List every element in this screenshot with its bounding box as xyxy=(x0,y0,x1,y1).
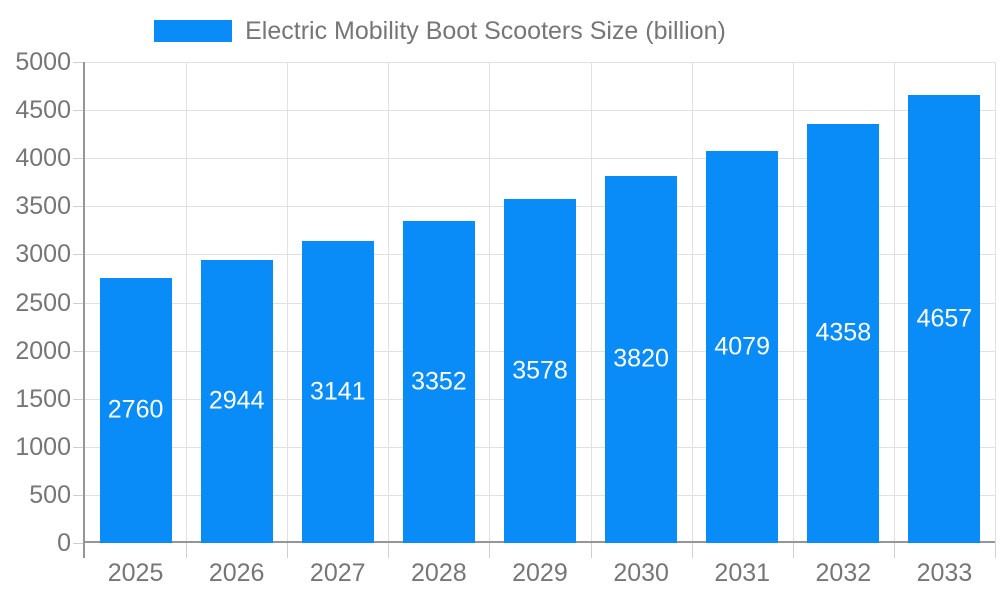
y-tick xyxy=(73,158,85,160)
gridline-h xyxy=(85,158,995,160)
bar[interactable]: 2760 xyxy=(99,277,172,543)
x-tick xyxy=(995,543,996,558)
bar-value-label: 4079 xyxy=(714,332,770,361)
bar[interactable]: 3352 xyxy=(402,220,475,543)
x-tick xyxy=(893,543,895,558)
gridline-v xyxy=(792,62,794,543)
x-tick-label: 2032 xyxy=(815,559,872,587)
gridline-v xyxy=(995,62,996,543)
bar-value-label: 3141 xyxy=(309,377,366,406)
bar-value-label: 2760 xyxy=(107,395,164,424)
bar-value-label: 3820 xyxy=(613,344,669,373)
y-tick xyxy=(73,302,85,304)
gridline-v xyxy=(388,62,390,543)
y-tick xyxy=(73,446,85,448)
y-tick xyxy=(73,350,85,352)
x-tick-label: 2029 xyxy=(512,559,568,587)
gridline-v xyxy=(691,62,693,543)
bar-value-label: 4657 xyxy=(916,304,973,333)
y-tick-label: 4500 xyxy=(15,96,71,125)
x-tick xyxy=(287,543,289,558)
y-tick-label: 5000 xyxy=(15,48,71,76)
bar[interactable]: 3141 xyxy=(301,240,374,543)
y-tick xyxy=(73,254,85,256)
x-tick xyxy=(388,543,390,558)
y-tick-label: 2000 xyxy=(15,336,71,365)
y-tick xyxy=(73,110,85,112)
y-tick-label: 0 xyxy=(57,529,71,557)
gridline-h xyxy=(85,62,995,63)
legend-label[interactable]: Electric Mobility Boot Scooters Size (bi… xyxy=(245,17,726,45)
y-tick-label: 500 xyxy=(29,480,71,509)
x-tick-label: 2026 xyxy=(208,559,265,587)
y-tick-label: 2500 xyxy=(15,288,71,317)
bar[interactable]: 4657 xyxy=(908,95,981,543)
y-tick-label: 3500 xyxy=(15,192,71,221)
x-tick-label: 2028 xyxy=(411,559,467,587)
y-tick xyxy=(73,206,85,208)
x-tick xyxy=(489,543,491,558)
bar[interactable]: 4079 xyxy=(706,150,779,543)
x-tick xyxy=(691,543,693,558)
x-tick-label: 2025 xyxy=(107,559,164,587)
bar[interactable]: 4358 xyxy=(807,123,880,543)
bar[interactable]: 2944 xyxy=(200,259,273,543)
x-tick-label: 2031 xyxy=(714,559,771,587)
gridline-v xyxy=(489,62,491,543)
y-tick-label: 1500 xyxy=(15,384,71,413)
bar[interactable]: 3578 xyxy=(504,198,576,543)
y-tick xyxy=(73,543,85,544)
x-tick xyxy=(186,543,188,558)
gridline-v xyxy=(590,62,592,543)
gridline-v xyxy=(893,62,895,543)
bar-value-label: 3352 xyxy=(411,367,467,396)
x-tick-label: 2030 xyxy=(613,559,669,587)
gridline-h xyxy=(85,110,995,112)
gridline-v xyxy=(186,62,188,543)
legend-swatch-icon[interactable] xyxy=(154,20,233,42)
bar-value-label: 3578 xyxy=(512,356,568,385)
y-axis-line xyxy=(83,62,85,558)
y-tick-label: 3000 xyxy=(15,240,71,269)
gridline-v xyxy=(287,62,289,543)
y-tick xyxy=(73,398,85,400)
y-tick-label: 1000 xyxy=(15,432,71,461)
x-tick-label: 2033 xyxy=(916,559,973,587)
x-tick xyxy=(792,543,794,558)
y-tick-label: 4000 xyxy=(15,144,71,173)
bar-value-label: 2944 xyxy=(208,386,265,415)
legend[interactable]: Electric Mobility Boot Scooters Size (bi… xyxy=(0,17,940,45)
x-tick xyxy=(590,543,592,558)
y-tick xyxy=(73,62,85,63)
bar[interactable]: 3820 xyxy=(605,175,678,543)
bar-value-label: 4358 xyxy=(815,318,872,347)
y-tick xyxy=(73,494,85,496)
x-tick-label: 2027 xyxy=(309,559,366,587)
